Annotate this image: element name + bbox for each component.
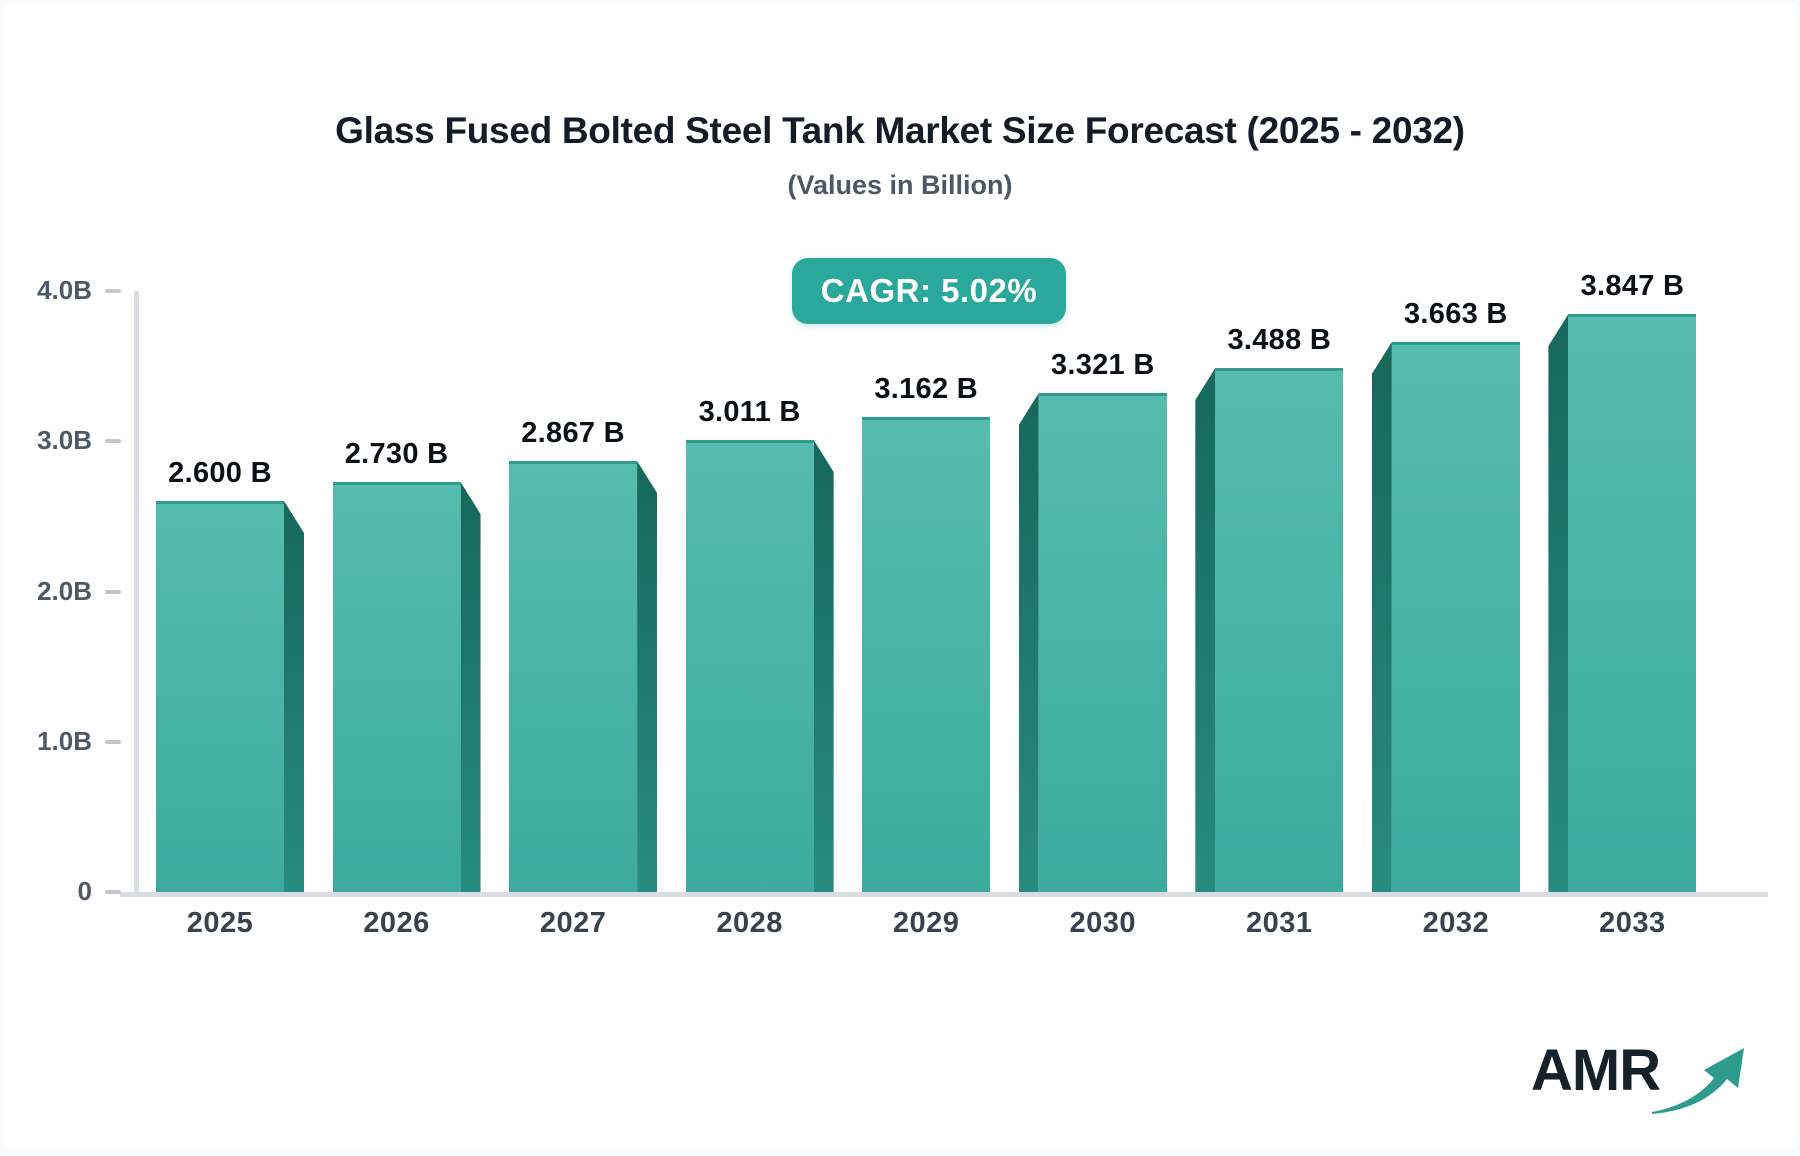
bar-value-label: 2.867 B: [521, 417, 625, 449]
chart-card: Glass Fused Bolted Steel Tank Market Siz…: [4, 4, 1796, 1148]
x-axis-label: 2029: [892, 907, 960, 939]
x-axis-line: [120, 892, 1768, 897]
bar-value-label: 3.488 B: [1227, 324, 1332, 356]
bar-value-label: 2.730 B: [344, 438, 449, 470]
bar-2030: [1038, 393, 1167, 892]
bar-side-face: [1371, 342, 1392, 892]
cagr-badge-label: CAGR: 5.02%: [820, 272, 1038, 309]
bar-value-label: 3.321 B: [1050, 349, 1155, 381]
amr-logo-arrow-icon: [1652, 1048, 1745, 1114]
x-axis-label: 2027: [539, 907, 607, 939]
y-tick-mark: [105, 890, 121, 894]
x-axis-label: 2026: [363, 907, 430, 939]
y-axis-label: 0: [77, 876, 92, 906]
bar-side-face: [1195, 368, 1216, 892]
x-axis-label: 2025: [186, 907, 254, 939]
bar-value-label: 3.663 B: [1404, 298, 1508, 330]
y-tick-mark: [105, 289, 121, 293]
bar-side-face: [813, 440, 834, 892]
bar-2025: [156, 501, 284, 892]
y-axis-label: 1.0B: [37, 725, 92, 756]
bar-value-label: 2.600 B: [168, 457, 272, 489]
bar-2032: [1391, 342, 1520, 892]
bar-side-face: [637, 461, 658, 892]
y-axis-line: [134, 291, 139, 897]
chart-subtitle: (Values in Billion): [787, 170, 1013, 200]
cagr-badge: CAGR: 5.02%: [792, 258, 1066, 324]
x-axis-label: 2033: [1599, 907, 1666, 939]
bar-value-label: 3.847 B: [1580, 270, 1685, 302]
y-axis-label: 3.0B: [37, 425, 92, 456]
bar-2033: [1568, 314, 1697, 892]
y-axis-label: 4.0B: [37, 275, 92, 305]
bar-2026: [332, 482, 461, 892]
bar-side-face: [1548, 314, 1569, 892]
bar-2031: [1215, 368, 1344, 892]
y-tick-mark: [105, 739, 121, 744]
y-tick-mark: [105, 589, 121, 594]
bar-value-label: 3.011 B: [698, 396, 801, 428]
x-axis-label: 2032: [1422, 907, 1490, 939]
bar-2027: [509, 461, 638, 892]
bar-2028: [685, 440, 814, 892]
x-axis-label: 2030: [1069, 907, 1136, 939]
bar-2029: [862, 417, 991, 892]
amr-logo: AMR: [1531, 1034, 1754, 1118]
bar-side-face: [460, 482, 481, 892]
x-axis-label: 2028: [716, 907, 783, 939]
bar-value-label: 3.162 B: [874, 373, 979, 405]
amr-logo-text: AMR: [1531, 1038, 1661, 1103]
x-axis-label: 2031: [1246, 907, 1313, 939]
chart-title: Glass Fused Bolted Steel Tank Market Siz…: [335, 110, 1465, 151]
bar-chart: 4.0B 3.0B 2.0B 1.0B 0 2.600 B 2025 2.730 B 2026 2…: [4, 4, 1796, 1148]
bar-side-face: [1018, 393, 1039, 892]
y-axis-label: 2.0B: [37, 575, 92, 606]
y-tick-mark: [105, 439, 121, 444]
bar-side-face: [284, 501, 304, 892]
